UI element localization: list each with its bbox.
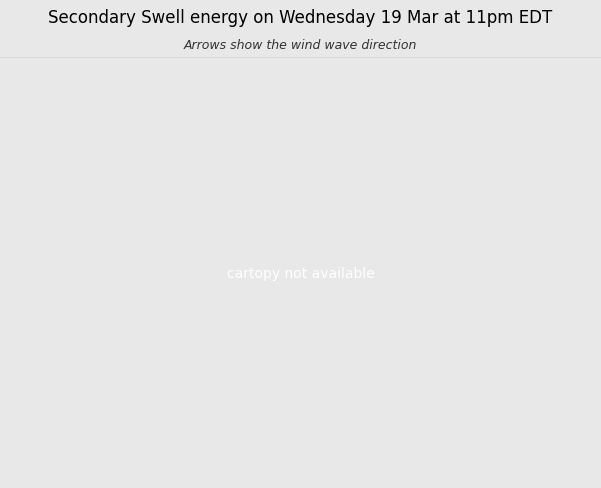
Text: cartopy not available: cartopy not available <box>227 266 374 280</box>
Text: Secondary Swell energy on Wednesday 19 Mar at 11pm EDT: Secondary Swell energy on Wednesday 19 M… <box>48 9 553 26</box>
Text: Arrows show the wind wave direction: Arrows show the wind wave direction <box>184 39 417 52</box>
